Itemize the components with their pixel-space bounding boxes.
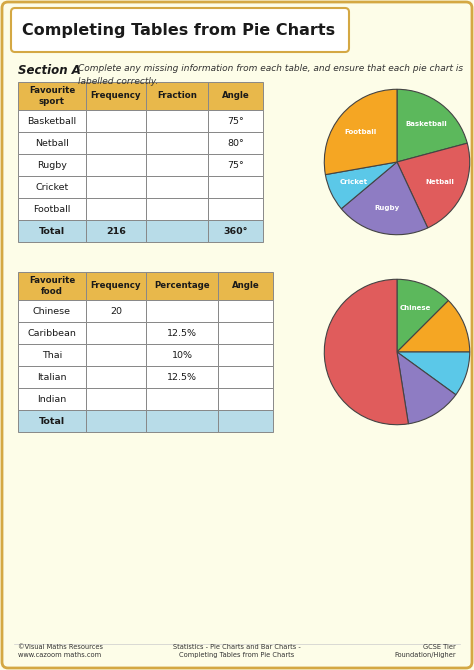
Text: Rugby: Rugby [37,161,67,170]
Text: Netball: Netball [35,139,69,147]
Bar [86,272,146,300]
Bar [146,110,208,132]
Text: Favourite
sport: Favourite sport [29,86,75,106]
Bar [86,366,146,388]
Bar [218,388,273,410]
Bar [146,176,208,198]
Text: 12.5%: 12.5% [167,328,197,338]
Text: Favourite
food: Favourite food [29,276,75,295]
Text: Complete any missing information from each table, and ensure that each pie chart: Complete any missing information from ea… [78,64,463,86]
Bar [86,198,146,220]
Bar [18,110,86,132]
Bar [208,176,263,198]
Bar [86,110,146,132]
Bar [146,410,218,432]
Text: Percentage: Percentage [154,281,210,291]
Bar [86,132,146,154]
Bar [146,220,208,242]
Text: Frequency: Frequency [91,281,141,291]
Bar [18,220,86,242]
Text: Cricket: Cricket [340,179,368,185]
Bar [218,344,273,366]
Bar [146,82,208,110]
Bar [18,272,86,300]
Bar [146,154,208,176]
Text: 360°: 360° [223,226,248,235]
Bar [208,82,263,110]
Text: Football: Football [345,129,377,135]
Text: Total: Total [39,417,65,425]
Bar [86,82,146,110]
Bar [218,410,273,432]
Text: Total: Total [39,226,65,235]
Bar [86,410,146,432]
Bar [18,300,86,322]
Bar [86,176,146,198]
Wedge shape [397,89,467,162]
Text: Football: Football [33,204,71,214]
Bar [18,410,86,432]
Bar [146,388,218,410]
Text: Basketball: Basketball [27,117,77,125]
Text: 75°: 75° [227,161,244,170]
Bar [86,300,146,322]
Wedge shape [397,352,456,424]
Bar [18,176,86,198]
Text: Angle: Angle [232,281,259,291]
Bar [18,82,86,110]
Bar [18,322,86,344]
Wedge shape [324,89,397,175]
Bar [18,132,86,154]
Bar [208,198,263,220]
Bar [18,388,86,410]
Bar [146,322,218,344]
Wedge shape [397,352,470,395]
Bar [18,366,86,388]
Wedge shape [397,143,470,228]
Bar [146,132,208,154]
Text: Netball: Netball [426,179,455,185]
Text: 75°: 75° [227,117,244,125]
Text: 10%: 10% [172,350,192,360]
Text: Cricket: Cricket [36,182,69,192]
Wedge shape [341,162,428,234]
Text: 216: 216 [106,226,126,235]
Text: GCSE Tier
Foundation/Higher: GCSE Tier Foundation/Higher [394,644,456,658]
Text: 12.5%: 12.5% [167,373,197,381]
Text: Italian: Italian [37,373,67,381]
Text: 20: 20 [110,306,122,316]
Wedge shape [325,162,397,209]
Bar [18,198,86,220]
Bar [146,300,218,322]
Bar [146,198,208,220]
Bar [146,366,218,388]
Text: Chinese: Chinese [33,306,71,316]
Text: Caribbean: Caribbean [27,328,76,338]
Bar [208,110,263,132]
Text: ©Visual Maths Resources
www.cazoom maths.com: ©Visual Maths Resources www.cazoom maths… [18,644,103,658]
Text: Section A: Section A [18,64,81,77]
Text: Completing Tables from Pie Charts: Completing Tables from Pie Charts [22,23,335,38]
Text: Thai: Thai [42,350,62,360]
Bar [86,220,146,242]
Text: Frequency: Frequency [91,92,141,100]
Bar [86,154,146,176]
Bar [18,344,86,366]
Wedge shape [397,279,448,352]
Wedge shape [397,301,470,352]
Text: Statistics - Pie Charts and Bar Charts -
Completing Tables from Pie Charts: Statistics - Pie Charts and Bar Charts -… [173,644,301,658]
Text: Indian: Indian [37,395,67,403]
Bar [218,322,273,344]
Text: 80°: 80° [227,139,244,147]
Bar [208,220,263,242]
Text: Chinese: Chinese [400,306,431,311]
Text: Rugby: Rugby [374,205,400,211]
Bar [86,388,146,410]
Bar [208,132,263,154]
Bar [86,344,146,366]
Bar [218,366,273,388]
Bar [18,154,86,176]
Text: Basketball: Basketball [405,121,447,127]
Bar [208,154,263,176]
